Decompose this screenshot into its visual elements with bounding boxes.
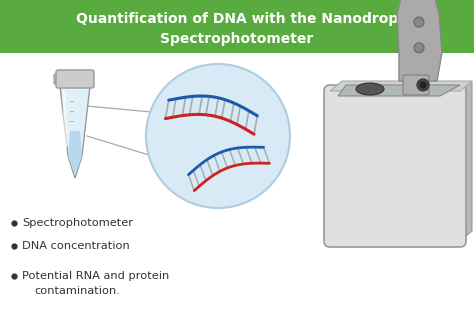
Ellipse shape <box>417 79 429 91</box>
Ellipse shape <box>414 17 424 27</box>
Text: Potential RNA and protein: Potential RNA and protein <box>22 271 169 281</box>
Text: Spectrophotometer: Spectrophotometer <box>160 32 314 46</box>
Ellipse shape <box>419 81 427 88</box>
Ellipse shape <box>146 64 290 208</box>
Polygon shape <box>68 156 82 178</box>
Polygon shape <box>68 131 82 176</box>
FancyBboxPatch shape <box>403 75 429 95</box>
FancyBboxPatch shape <box>324 85 466 247</box>
Polygon shape <box>330 81 472 91</box>
Polygon shape <box>397 0 442 81</box>
Text: Spectrophotometer: Spectrophotometer <box>22 218 133 228</box>
Text: DNA concentration: DNA concentration <box>22 241 130 251</box>
Text: Quantification of DNA with the Nanodrop: Quantification of DNA with the Nanodrop <box>76 12 398 26</box>
Text: contamination.: contamination. <box>34 286 120 296</box>
FancyBboxPatch shape <box>56 70 94 88</box>
Ellipse shape <box>414 43 424 53</box>
Polygon shape <box>60 86 90 156</box>
FancyBboxPatch shape <box>54 74 62 84</box>
FancyBboxPatch shape <box>0 0 474 53</box>
Polygon shape <box>460 81 472 241</box>
Ellipse shape <box>356 83 384 95</box>
Polygon shape <box>338 85 460 96</box>
